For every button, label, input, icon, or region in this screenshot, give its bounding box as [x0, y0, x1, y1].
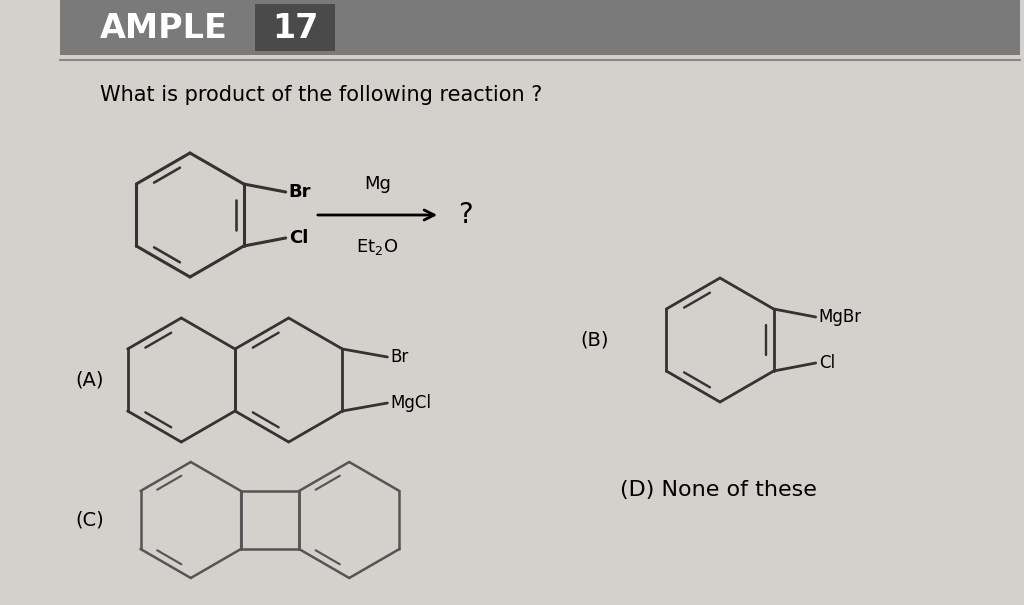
Text: Br: Br: [289, 183, 311, 201]
FancyBboxPatch shape: [60, 0, 1020, 55]
Text: 17: 17: [271, 11, 318, 45]
Text: (A): (A): [75, 370, 103, 390]
Text: Br: Br: [390, 348, 409, 366]
Text: ?: ?: [458, 201, 472, 229]
Text: Cl: Cl: [819, 354, 835, 372]
Text: (D) None of these: (D) None of these: [620, 480, 817, 500]
Text: Mg: Mg: [365, 175, 391, 193]
Text: Cl: Cl: [289, 229, 308, 247]
FancyBboxPatch shape: [255, 4, 335, 51]
Text: (C): (C): [75, 511, 103, 529]
Text: MgBr: MgBr: [819, 308, 862, 326]
Text: MgCl: MgCl: [390, 394, 431, 412]
Text: Et$_2$O: Et$_2$O: [356, 237, 398, 257]
Text: (B): (B): [580, 330, 608, 350]
Text: What is product of the following reaction ?: What is product of the following reactio…: [100, 85, 543, 105]
Text: AMPLE: AMPLE: [100, 11, 228, 45]
